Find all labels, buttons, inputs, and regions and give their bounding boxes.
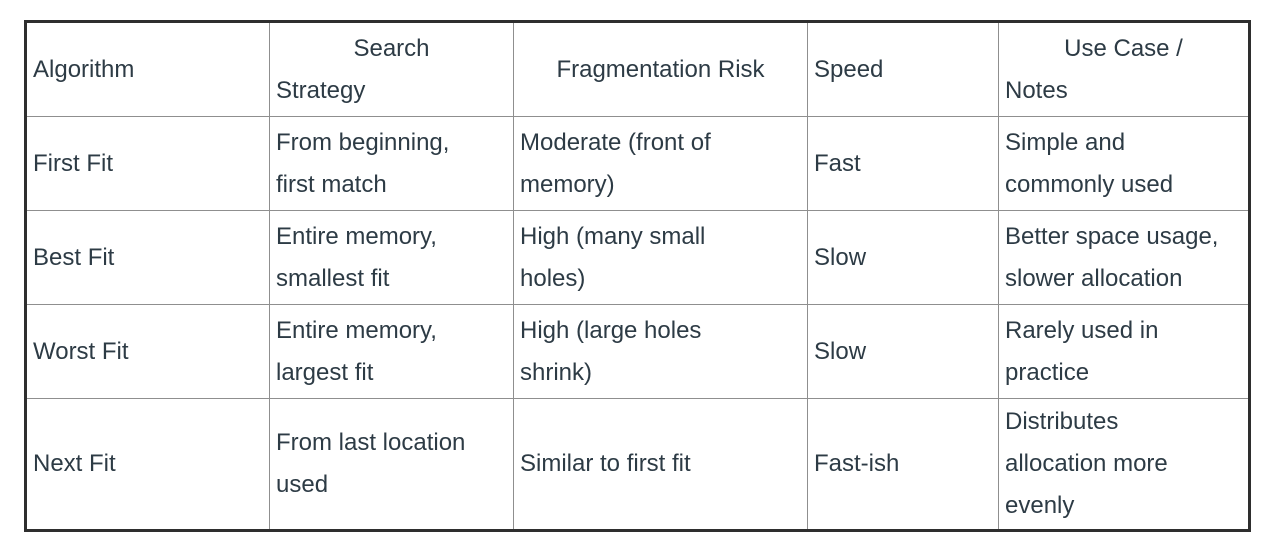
cell-algorithm: First Fit	[25, 116, 270, 211]
cell-fragmentation-risk: High (large holes shrink)	[513, 304, 808, 399]
cell-text: Next Fit	[33, 450, 116, 477]
cell-text: Entire memory, smallest fit	[276, 222, 437, 292]
table-row-worst-fit: Worst Fit Entire memory, largest fit Hig…	[25, 304, 1250, 399]
cell-text: Similar to first fit	[520, 450, 691, 477]
cell-text: High (large holes shrink)	[520, 316, 702, 386]
cell-use-case: Simple and commonly used	[998, 116, 1250, 211]
cell-text: Fast	[814, 149, 861, 177]
cell-search-strategy: From beginning, first match	[269, 116, 514, 211]
cell-text: Best Fit	[33, 243, 115, 271]
column-header-label: Speed	[814, 55, 884, 83]
column-header-search-strategy: Search Strategy	[269, 21, 514, 117]
table-row-next-fit: Next Fit From last location used Similar…	[25, 398, 1250, 531]
cell-text: High (many small holes)	[520, 222, 706, 292]
cell-search-strategy: Entire memory, largest fit	[269, 304, 514, 399]
column-header-label: Algorithm	[33, 55, 135, 83]
column-header-algorithm: Algorithm	[25, 21, 270, 117]
cell-search-strategy: Entire memory, smallest fit	[269, 210, 514, 305]
table-row-best-fit: Best Fit Entire memory, smallest fit Hig…	[25, 210, 1250, 305]
cell-fragmentation-risk: High (many small holes)	[513, 210, 808, 305]
cell-text: From last location used	[276, 429, 466, 498]
column-header-label: Fragmentation Risk	[556, 55, 765, 83]
column-header-label-line1: Search	[353, 34, 430, 62]
cell-fragmentation-risk: Similar to first fit	[513, 398, 808, 531]
cell-text: Better space usage, slower allocation	[1005, 222, 1219, 292]
cell-text: First Fit	[33, 149, 113, 177]
cell-speed: Slow	[807, 210, 999, 305]
cell-use-case: Distributes allocation more evenly	[998, 398, 1250, 531]
column-header-use-case-notes: Use Case / Notes	[998, 21, 1250, 117]
cell-text: Moderate (front of memory)	[520, 128, 711, 198]
cell-text: Worst Fit	[33, 337, 129, 365]
cell-text: From beginning, first match	[276, 128, 450, 198]
cell-use-case: Rarely used in practice	[998, 304, 1250, 399]
memory-allocation-comparison-table: Algorithm Search Strategy Fragmentation …	[24, 20, 1251, 532]
cell-text: Rarely used in practice	[1005, 316, 1159, 386]
cell-use-case: Better space usage, slower allocation	[998, 210, 1250, 305]
cell-text: Slow	[814, 243, 867, 271]
cell-text: Fast-ish	[814, 450, 900, 477]
cell-algorithm: Worst Fit	[25, 304, 270, 399]
cell-speed: Fast-ish	[807, 398, 999, 531]
column-header-label-line2: Notes	[1005, 76, 1068, 104]
cell-search-strategy: From last location used	[269, 398, 514, 531]
column-header-label-line2: Strategy	[276, 76, 366, 104]
cell-algorithm: Next Fit	[25, 398, 270, 531]
cell-speed: Slow	[807, 304, 999, 399]
cell-text: Simple and commonly used	[1005, 128, 1174, 198]
column-header-speed: Speed	[807, 21, 999, 117]
table-row-first-fit: First Fit From beginning, first match Mo…	[25, 116, 1250, 211]
table-header-row: Algorithm Search Strategy Fragmentation …	[25, 21, 1250, 117]
cell-text: Slow	[814, 337, 867, 365]
cell-speed: Fast	[807, 116, 999, 211]
cell-algorithm: Best Fit	[25, 210, 270, 305]
cell-fragmentation-risk: Moderate (front of memory)	[513, 116, 808, 211]
column-header-label-line1: Use Case /	[1064, 34, 1183, 62]
cell-text: Entire memory, largest fit	[276, 316, 437, 386]
cell-text: Distributes allocation more evenly	[1005, 408, 1168, 519]
column-header-fragmentation-risk: Fragmentation Risk	[513, 21, 808, 117]
